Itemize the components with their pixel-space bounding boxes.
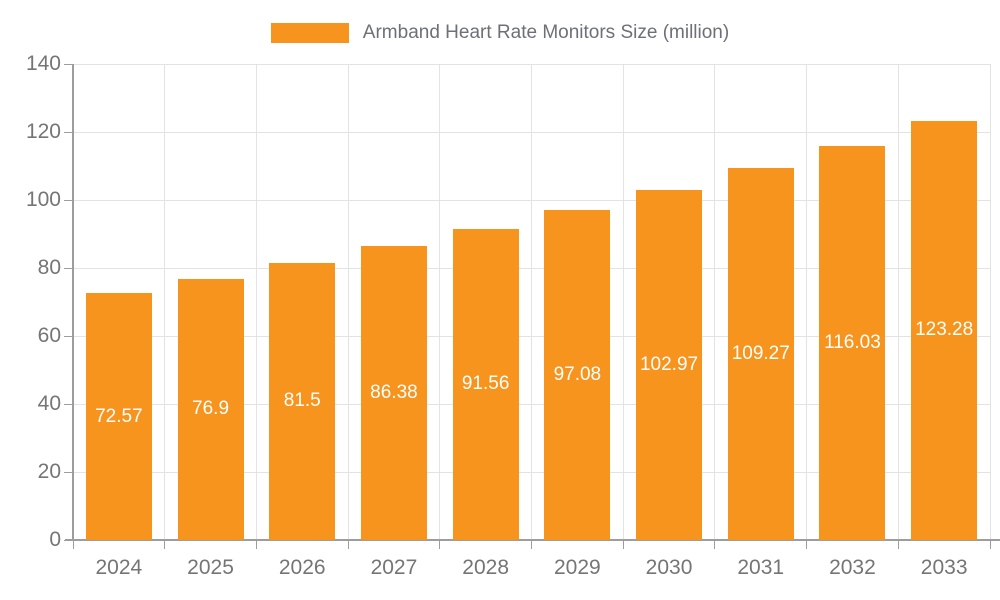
bar-value-label: 91.56	[461, 373, 510, 395]
x-axis-label-2024: 2024	[95, 556, 143, 579]
x-axis-tick	[72, 541, 74, 549]
y-axis-tick	[64, 267, 72, 269]
y-axis-tick	[64, 199, 72, 201]
x-axis-label-2027: 2027	[370, 556, 418, 579]
gridline-x-8	[806, 64, 808, 540]
y-axis-label-60: 60	[37, 324, 61, 347]
y-axis-tick	[64, 63, 72, 65]
x-axis-tick	[806, 541, 808, 549]
bar-2029[interactable]: 97.08	[544, 209, 611, 540]
x-axis-tick	[622, 541, 624, 549]
gridline-x-1	[164, 64, 166, 540]
bar-value-label: 102.97	[639, 353, 699, 375]
x-axis-label-2026: 2026	[278, 556, 326, 579]
plot-area: 72.57 76.9 81.5 86.38 91.56 97.08 102.97 109.27…	[64, 63, 1000, 579]
y-axis-line	[72, 64, 74, 540]
y-axis-label-0: 0	[49, 528, 61, 551]
y-axis-tick	[64, 403, 72, 405]
x-axis-tick	[531, 541, 532, 549]
chart-legend[interactable]: Armband Heart Rate Monitors Size (millio…	[0, 13, 1000, 53]
gridline-x-5	[531, 64, 532, 540]
y-axis-label-100: 100	[25, 188, 61, 211]
bar-value-label: 123.28	[915, 319, 974, 341]
x-axis-tick	[714, 541, 716, 549]
x-axis-tick	[897, 541, 899, 549]
bar-2026[interactable]: 81.5	[269, 262, 336, 540]
y-axis-label-80: 80	[37, 256, 61, 279]
bar-value-label: 72.57	[95, 405, 143, 427]
x-axis-label-2030: 2030	[645, 556, 693, 579]
bar-value-label: 116.03	[824, 331, 881, 353]
x-axis-tick	[347, 541, 349, 549]
bar-2031[interactable]: 109.27	[727, 168, 794, 540]
bar-2033[interactable]: 123.28	[911, 120, 978, 540]
x-axis-line	[65, 539, 1000, 541]
y-axis-tick	[64, 471, 72, 473]
y-axis-label-40: 40	[37, 392, 61, 415]
gridline-x-10	[989, 64, 991, 540]
bar-value-label: 86.38	[370, 382, 418, 404]
bar-2025[interactable]: 76.9	[177, 278, 244, 540]
y-axis-label-20: 20	[37, 460, 61, 483]
x-axis-tick	[164, 541, 166, 549]
x-axis-tick	[439, 541, 441, 549]
bar-value-label: 109.27	[731, 343, 790, 365]
y-axis-tick	[64, 335, 72, 337]
bar-value-label: 97.08	[553, 363, 602, 385]
bar-2024[interactable]: 72.57	[85, 293, 152, 540]
legend-swatch	[270, 23, 349, 43]
gridline-x-2	[255, 64, 257, 540]
x-axis-label-2032: 2032	[829, 556, 876, 579]
gridline-x-9	[897, 64, 899, 540]
bar-value-label: 76.9	[192, 398, 230, 420]
bar-2030[interactable]: 102.97	[636, 189, 703, 540]
gridline-x-6	[622, 64, 624, 540]
x-axis-label-2025: 2025	[187, 556, 234, 579]
legend-label: Armband Heart Rate Monitors Size (millio…	[362, 22, 730, 43]
x-axis-tick	[255, 541, 257, 549]
x-axis-label-2029: 2029	[553, 556, 601, 579]
x-axis-label-2033: 2033	[920, 556, 968, 579]
x-axis-label-2031: 2031	[737, 556, 785, 579]
bar-2032[interactable]: 116.03	[819, 145, 886, 540]
y-axis-label-140: 140	[25, 52, 61, 75]
gridline-x-4	[439, 64, 441, 540]
gridline-x-7	[714, 64, 716, 540]
y-axis-label-120: 120	[25, 120, 61, 143]
bar-2028[interactable]: 91.56	[452, 228, 519, 540]
x-axis-label-2028: 2028	[462, 556, 509, 579]
bar-2027[interactable]: 86.38	[360, 246, 427, 540]
bar-value-label: 81.5	[283, 390, 321, 412]
y-axis-tick	[64, 131, 72, 133]
x-axis-tick	[989, 541, 991, 549]
gridline-x-3	[347, 64, 349, 540]
